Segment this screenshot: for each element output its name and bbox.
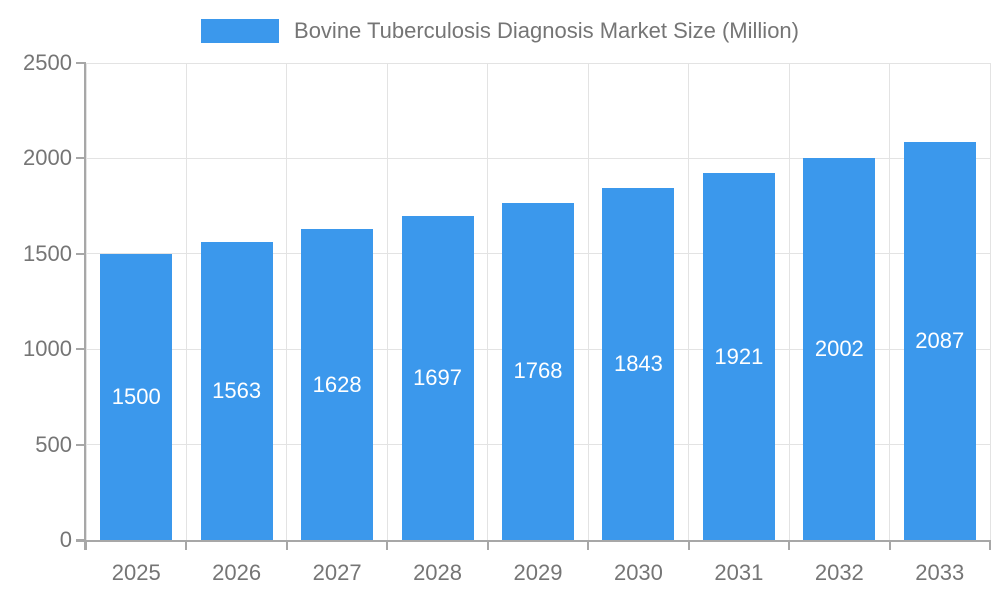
bar-2025 bbox=[100, 253, 173, 540]
x-gridline bbox=[989, 63, 991, 540]
bar-2026 bbox=[200, 241, 273, 540]
x-axis-tick-label: 2033 bbox=[915, 560, 965, 585]
y-tick-mark bbox=[76, 348, 86, 351]
y-axis-tick-label: 1500 bbox=[23, 240, 72, 266]
x-tick-mark bbox=[788, 540, 791, 550]
bar-value-label: 1768 bbox=[513, 358, 563, 384]
x-axis-tick-label: 2028 bbox=[413, 560, 463, 585]
x-tick-mark bbox=[587, 540, 590, 550]
bar-value-label: 1921 bbox=[714, 343, 764, 369]
x-axis-tick-label: 2031 bbox=[714, 560, 764, 585]
x-axis-line bbox=[76, 540, 990, 542]
x-axis-tick-label: 2027 bbox=[312, 560, 362, 585]
x-axis-tick-label: 2029 bbox=[513, 560, 563, 585]
bar-2027 bbox=[301, 229, 374, 540]
bar-2029 bbox=[502, 202, 574, 540]
x-tick-mark bbox=[687, 540, 690, 550]
x-axis-tick-label: 2030 bbox=[613, 560, 663, 585]
y-tick-mark bbox=[76, 157, 86, 160]
bar-value-label: 1563 bbox=[212, 377, 262, 403]
x-axis-tick-label: 2032 bbox=[814, 560, 864, 585]
chart-legend: Bovine Tuberculosis Diagnosis Market Siz… bbox=[0, 18, 1000, 44]
bar-value-label: 2087 bbox=[915, 327, 965, 353]
x-gridline bbox=[386, 63, 388, 540]
bar-value-label: 1843 bbox=[613, 351, 663, 377]
bar-value-label: 1628 bbox=[312, 371, 362, 397]
y-gridline bbox=[86, 62, 990, 64]
x-gridline bbox=[788, 63, 790, 540]
bar-2030 bbox=[602, 188, 675, 540]
x-tick-mark bbox=[85, 540, 87, 550]
x-gridline bbox=[889, 63, 891, 540]
y-gridline bbox=[86, 157, 990, 159]
bar-value-label: 1500 bbox=[111, 383, 161, 409]
y-axis-line bbox=[84, 63, 86, 550]
y-axis-tick-label: 2000 bbox=[23, 145, 72, 171]
bar-2028 bbox=[401, 216, 474, 540]
bar-value-label: 1697 bbox=[413, 365, 463, 391]
x-tick-mark bbox=[185, 540, 188, 550]
y-axis-tick-label: 2500 bbox=[23, 50, 72, 75]
bar-value-label: 2002 bbox=[814, 336, 864, 361]
x-tick-mark bbox=[285, 540, 288, 550]
x-tick-mark bbox=[888, 540, 891, 550]
y-axis-tick-label: 1000 bbox=[23, 336, 72, 362]
y-tick-mark bbox=[76, 62, 86, 64]
x-axis-tick-label: 2025 bbox=[111, 560, 161, 585]
x-tick-mark bbox=[989, 540, 991, 550]
x-axis-tick-label: 2026 bbox=[212, 560, 262, 585]
x-gridline bbox=[286, 63, 288, 540]
x-gridline bbox=[85, 63, 87, 540]
legend-label: Bovine Tuberculosis Diagnosis Market Siz… bbox=[294, 18, 799, 43]
y-tick-mark bbox=[76, 443, 86, 446]
bar-2033 bbox=[903, 141, 976, 540]
x-tick-mark bbox=[386, 540, 389, 550]
x-gridline bbox=[185, 63, 187, 540]
y-axis-tick-label: 0 bbox=[59, 527, 72, 552]
y-axis-tick-label: 500 bbox=[35, 431, 72, 457]
x-tick-mark bbox=[486, 540, 489, 550]
legend-swatch bbox=[201, 19, 280, 43]
bar-2031 bbox=[702, 173, 775, 540]
x-gridline bbox=[487, 63, 489, 540]
x-gridline bbox=[688, 63, 690, 540]
y-tick-mark bbox=[76, 252, 86, 255]
bar-2032 bbox=[803, 158, 876, 540]
x-gridline bbox=[587, 63, 589, 540]
